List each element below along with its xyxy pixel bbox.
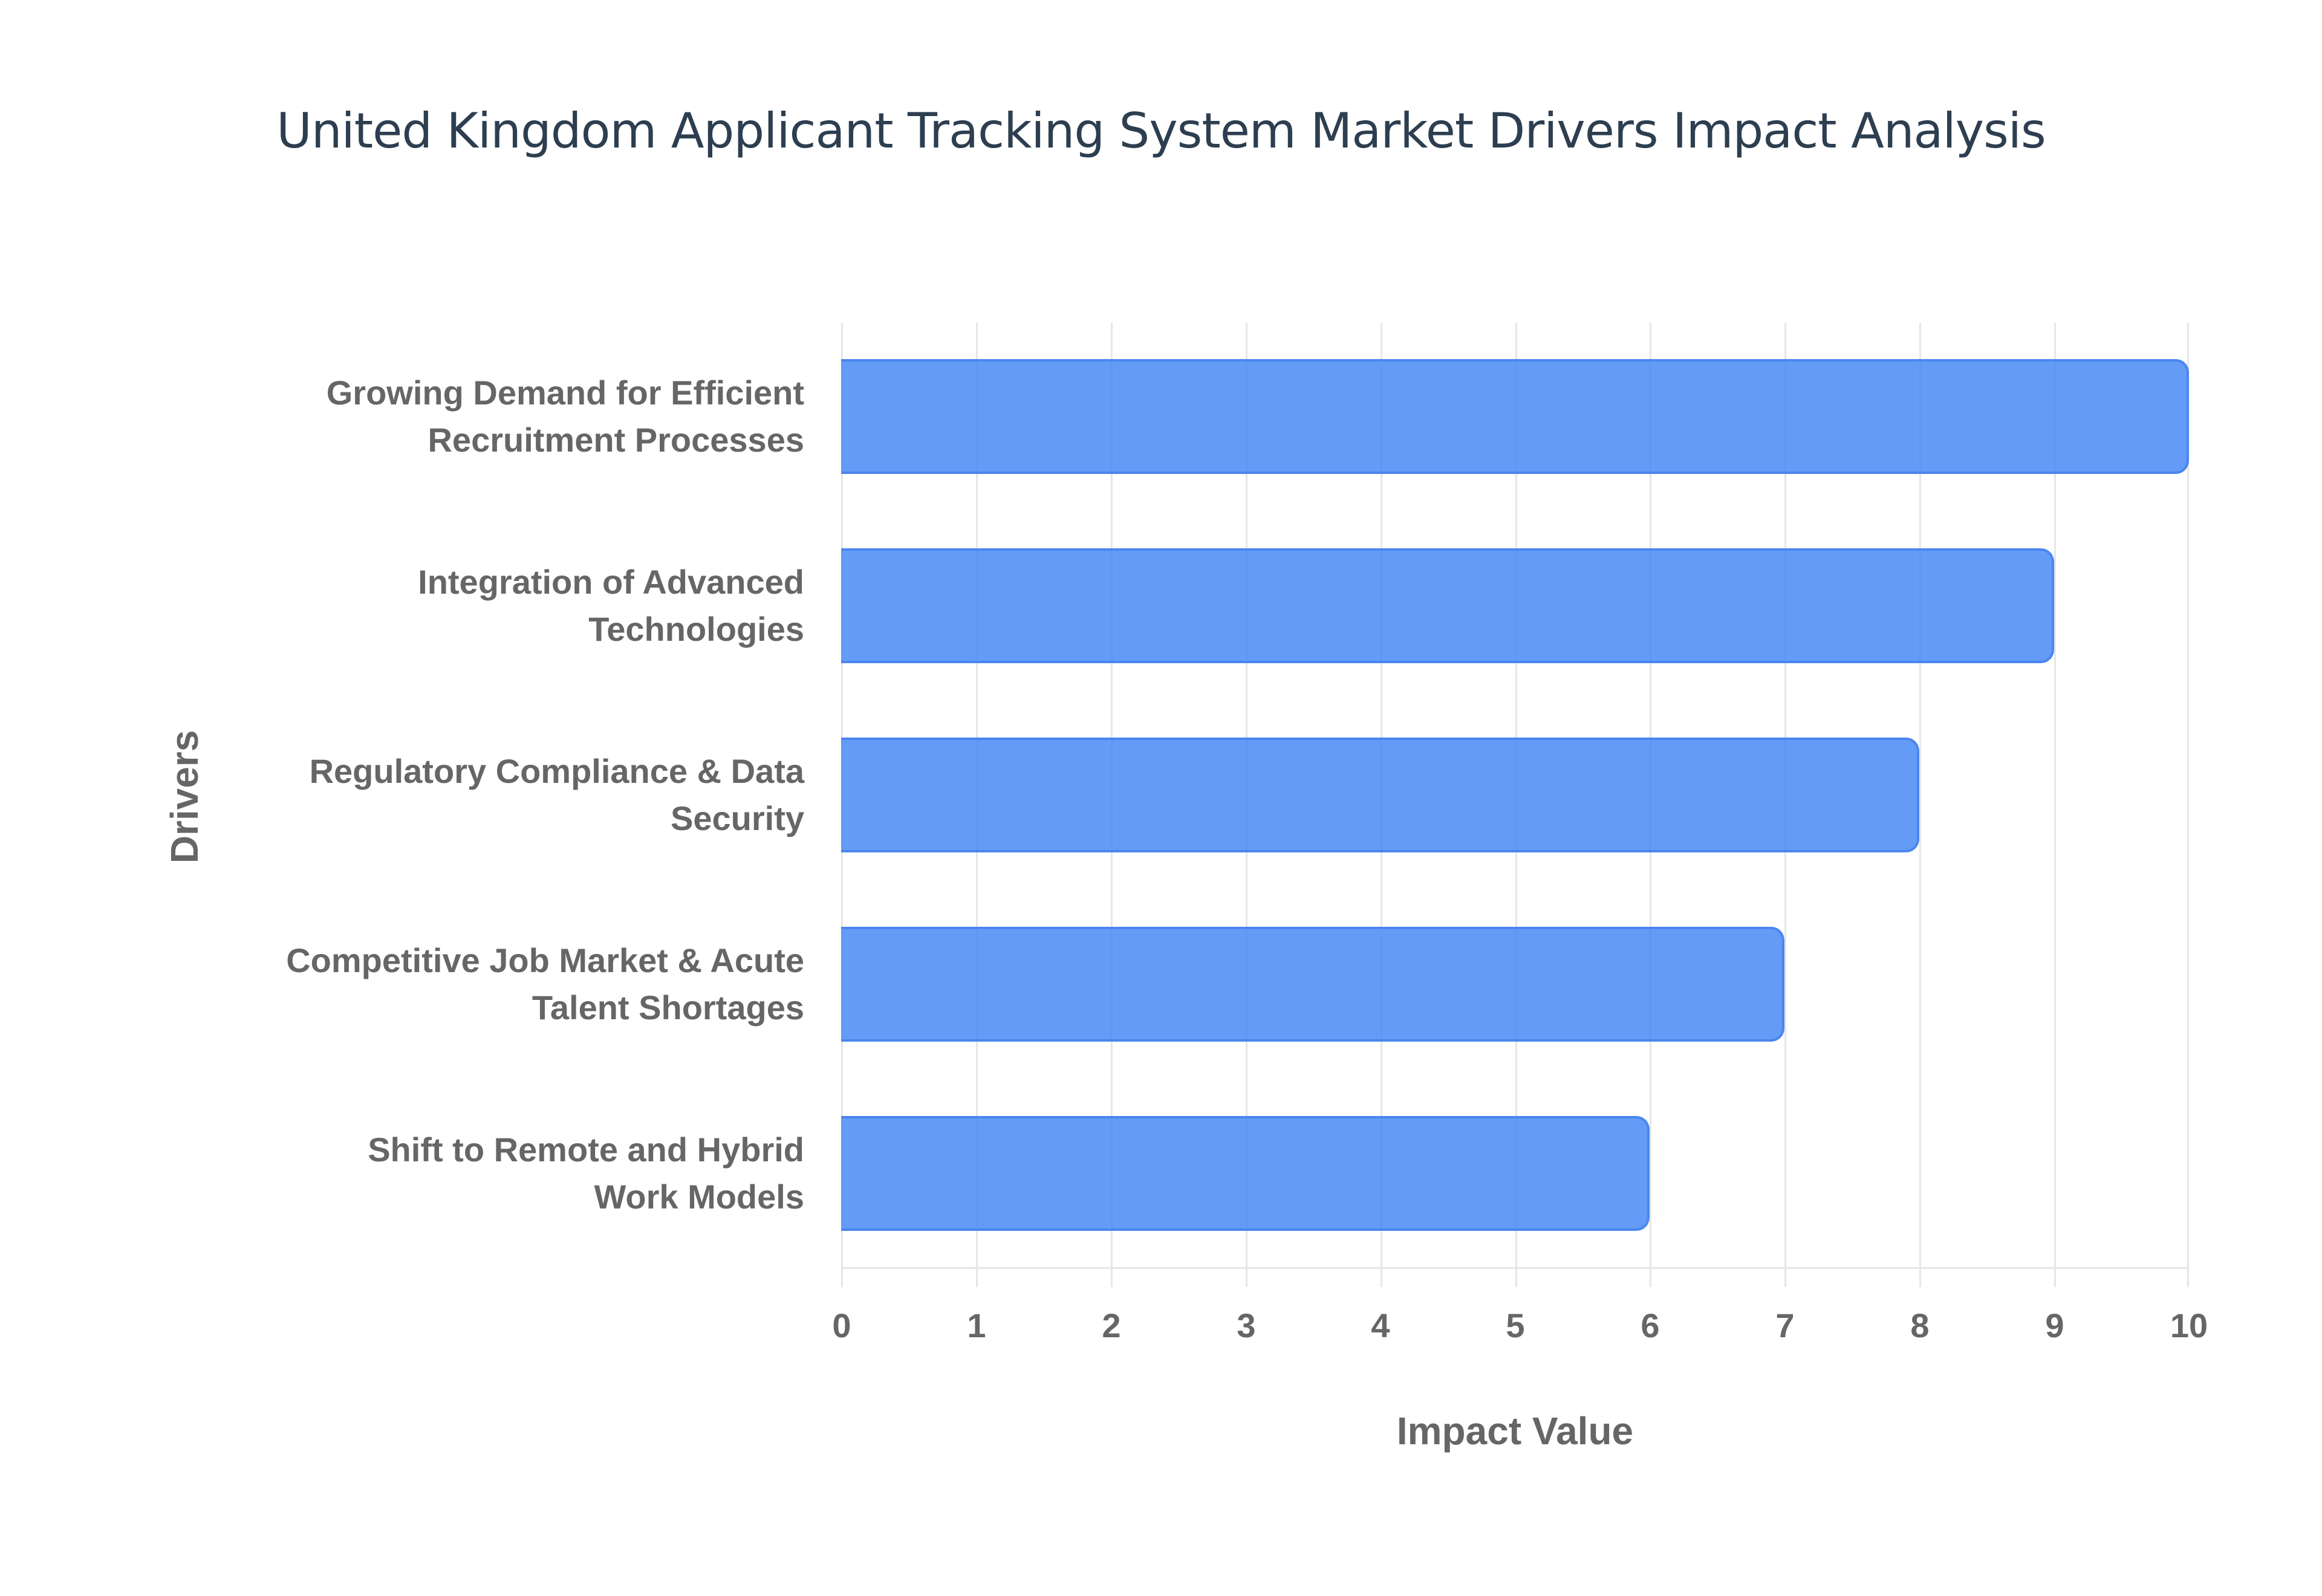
x-tick-label: 1	[967, 1306, 986, 1345]
gridline	[1919, 323, 1922, 1287]
bar-regulatory-compliance[interactable]	[841, 738, 1920, 852]
y-tick-label: Integration of Advanced Technologies	[418, 563, 804, 648]
y-tick-label: Growing Demand for Efficient Recruitment …	[326, 374, 804, 459]
x-tick-label: 7	[1775, 1306, 1795, 1345]
x-tick-label: 8	[1910, 1306, 1930, 1345]
x-axis-title: Impact Value	[1396, 1409, 1634, 1453]
x-tick-label: 0	[832, 1306, 851, 1345]
x-tick-label: 6	[1641, 1306, 1660, 1345]
plot-area	[841, 323, 2189, 1287]
x-tick-label: 4	[1371, 1306, 1390, 1345]
x-tick-label: 5	[1506, 1306, 1525, 1345]
x-tick-label: 9	[2045, 1306, 2064, 1345]
y-tick-label: Regulatory Compliance & Data Security	[309, 752, 804, 837]
bar-advanced-technologies[interactable]	[841, 548, 2055, 663]
x-tick-label: 3	[1237, 1306, 1256, 1345]
gridline	[2187, 323, 2189, 1287]
x-tick-label: 2	[1102, 1306, 1121, 1345]
y-tick-label: Competitive Job Market & Acute Talent Sho…	[286, 941, 804, 1027]
x-tick-label: 10	[2170, 1306, 2208, 1345]
x-axis-line	[841, 1267, 2189, 1269]
bar-growing-demand[interactable]	[841, 359, 2189, 474]
y-tick-label: Shift to Remote and Hybrid Work Models	[368, 1130, 804, 1216]
chart-title: United Kingdom Applicant Tracking System…	[276, 103, 2046, 159]
gridline	[2054, 323, 2057, 1287]
bar-competitive-job-market[interactable]	[841, 927, 1785, 1042]
bar-remote-hybrid[interactable]	[841, 1116, 1650, 1231]
